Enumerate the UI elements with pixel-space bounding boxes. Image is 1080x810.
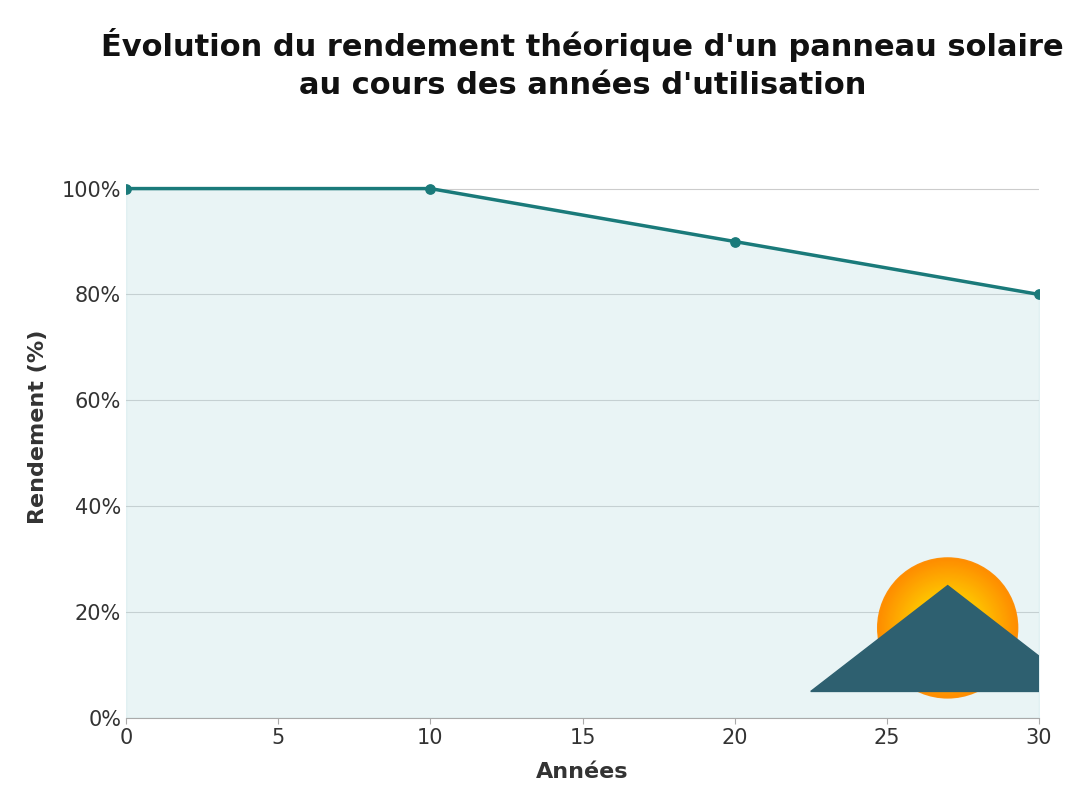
- Point: [118, 182, 135, 195]
- Ellipse shape: [914, 594, 982, 662]
- Ellipse shape: [937, 617, 958, 638]
- Ellipse shape: [905, 585, 990, 671]
- Ellipse shape: [931, 612, 964, 644]
- Ellipse shape: [936, 616, 959, 640]
- Ellipse shape: [926, 606, 970, 650]
- Ellipse shape: [899, 579, 997, 677]
- Ellipse shape: [878, 558, 1017, 698]
- Ellipse shape: [908, 588, 987, 667]
- Ellipse shape: [910, 590, 985, 665]
- Ellipse shape: [923, 603, 972, 652]
- Ellipse shape: [928, 608, 968, 648]
- Ellipse shape: [922, 603, 973, 654]
- Ellipse shape: [917, 598, 978, 659]
- Ellipse shape: [891, 571, 1004, 685]
- Point: [726, 235, 743, 248]
- Ellipse shape: [881, 561, 1014, 694]
- Y-axis label: Rendement (%): Rendement (%): [28, 330, 48, 524]
- Ellipse shape: [882, 563, 1013, 693]
- Ellipse shape: [892, 572, 1003, 684]
- Ellipse shape: [901, 582, 995, 675]
- Point: [421, 182, 438, 195]
- Ellipse shape: [929, 609, 967, 646]
- Ellipse shape: [920, 600, 975, 656]
- Ellipse shape: [940, 620, 956, 636]
- Point: [1030, 288, 1048, 301]
- Ellipse shape: [932, 612, 963, 643]
- Ellipse shape: [886, 566, 1010, 690]
- Ellipse shape: [943, 623, 953, 633]
- Ellipse shape: [883, 564, 1012, 692]
- Ellipse shape: [942, 622, 954, 633]
- Ellipse shape: [896, 577, 999, 680]
- Ellipse shape: [885, 565, 1011, 691]
- Title: Évolution du rendement théorique d'un panneau solaire
au cours des années d'util: Évolution du rendement théorique d'un pa…: [102, 28, 1064, 100]
- Ellipse shape: [913, 593, 983, 663]
- Ellipse shape: [915, 595, 981, 661]
- Ellipse shape: [906, 586, 989, 670]
- Polygon shape: [811, 586, 1080, 692]
- Ellipse shape: [945, 625, 950, 630]
- Ellipse shape: [930, 611, 966, 646]
- Ellipse shape: [902, 582, 994, 673]
- Ellipse shape: [888, 569, 1008, 688]
- Ellipse shape: [944, 625, 951, 632]
- Ellipse shape: [907, 587, 988, 669]
- Ellipse shape: [880, 561, 1015, 696]
- Ellipse shape: [924, 604, 971, 651]
- Ellipse shape: [912, 592, 984, 664]
- Ellipse shape: [918, 599, 976, 657]
- Ellipse shape: [946, 627, 949, 629]
- Ellipse shape: [941, 621, 955, 635]
- Ellipse shape: [889, 569, 1005, 686]
- Ellipse shape: [897, 578, 998, 678]
- Ellipse shape: [900, 580, 996, 676]
- Ellipse shape: [934, 614, 961, 642]
- Ellipse shape: [916, 596, 980, 659]
- Ellipse shape: [927, 607, 969, 649]
- Ellipse shape: [939, 619, 957, 637]
- Ellipse shape: [887, 567, 1009, 688]
- Ellipse shape: [903, 583, 993, 672]
- Ellipse shape: [921, 601, 974, 654]
- Ellipse shape: [879, 559, 1016, 697]
- Ellipse shape: [935, 615, 960, 641]
- Ellipse shape: [893, 573, 1002, 683]
- Ellipse shape: [895, 575, 1000, 680]
- Ellipse shape: [894, 574, 1001, 681]
- X-axis label: Années: Années: [537, 762, 629, 782]
- Ellipse shape: [909, 590, 986, 667]
